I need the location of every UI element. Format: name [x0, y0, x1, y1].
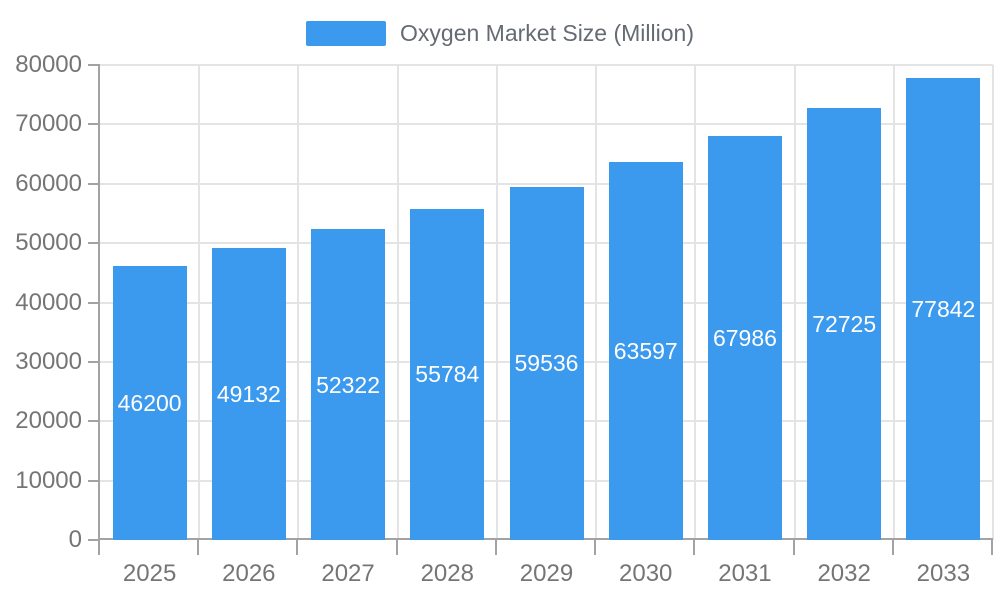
x-axis-tick	[98, 540, 100, 555]
bar-value-label: 63597	[613, 338, 678, 365]
y-axis-label: 60000	[15, 169, 82, 197]
legend-label: Oxygen Market Size (Million)	[400, 20, 694, 46]
y-axis-label: 10000	[15, 466, 82, 494]
bar-2025[interactable]	[112, 265, 187, 540]
y-axis-tick	[88, 242, 100, 245]
x-axis-tick	[395, 540, 398, 555]
gridline-vertical	[992, 65, 994, 540]
y-axis-tick	[88, 479, 100, 482]
y-axis-label: 40000	[15, 288, 82, 316]
bar-value-label: 49132	[216, 381, 281, 408]
y-axis-line	[98, 65, 100, 542]
x-axis-label: 2025	[122, 560, 177, 587]
bar-value-label: 72725	[812, 311, 877, 338]
y-axis-tick	[88, 64, 100, 66]
gridline-horizontal	[100, 182, 993, 185]
y-axis-label: 80000	[15, 51, 82, 78]
x-axis-tick	[594, 540, 597, 555]
bar-2029[interactable]	[509, 186, 584, 540]
bar-value-label: 59536	[514, 350, 579, 377]
y-axis-label: 50000	[15, 229, 82, 257]
x-axis-tick	[891, 540, 894, 555]
y-axis-label: 30000	[15, 347, 82, 375]
bar-value-label: 46200	[117, 389, 182, 416]
y-axis-label: 20000	[15, 407, 82, 435]
bar-2027[interactable]	[311, 229, 386, 540]
x-axis-label: 2026	[222, 560, 276, 587]
x-axis-label: 2032	[817, 560, 871, 587]
y-axis-label: 0	[68, 526, 82, 553]
bar-2030[interactable]	[608, 162, 683, 540]
x-axis-label: 2027	[321, 560, 375, 587]
x-axis-tick	[494, 540, 497, 555]
x-axis-label: 2033	[916, 560, 971, 587]
bar-2031[interactable]	[707, 136, 782, 540]
x-axis-label: 2029	[519, 560, 574, 587]
y-axis-tick	[88, 420, 100, 423]
legend-swatch	[306, 21, 387, 46]
x-axis-tick	[197, 540, 200, 555]
bar-2028[interactable]	[410, 208, 485, 540]
x-axis-tick	[693, 540, 696, 555]
x-axis-label: 2030	[619, 560, 673, 587]
bar-value-label: 52322	[316, 371, 381, 398]
y-axis-tick	[88, 123, 100, 126]
gridline-horizontal	[100, 123, 993, 126]
bar-2026[interactable]	[211, 248, 286, 540]
y-axis-tick	[88, 539, 100, 541]
legend[interactable]: Oxygen Market Size (Million)	[0, 20, 1000, 47]
x-axis-tick	[792, 540, 795, 555]
y-axis-tick	[88, 360, 100, 363]
y-axis-tick	[88, 301, 100, 304]
gridline-horizontal	[100, 64, 993, 66]
x-axis-label: 2028	[420, 560, 474, 587]
y-axis-label: 70000	[15, 110, 82, 138]
bar-2033[interactable]	[906, 77, 981, 540]
bar-2032[interactable]	[807, 108, 882, 540]
bar-value-label: 55784	[415, 361, 480, 388]
bar-value-label: 67986	[712, 325, 777, 352]
x-axis-tick	[991, 540, 993, 555]
bar-value-label: 77842	[911, 295, 976, 322]
x-axis-tick	[296, 540, 299, 555]
x-axis-label: 2031	[718, 560, 772, 587]
y-axis-tick	[88, 182, 100, 185]
